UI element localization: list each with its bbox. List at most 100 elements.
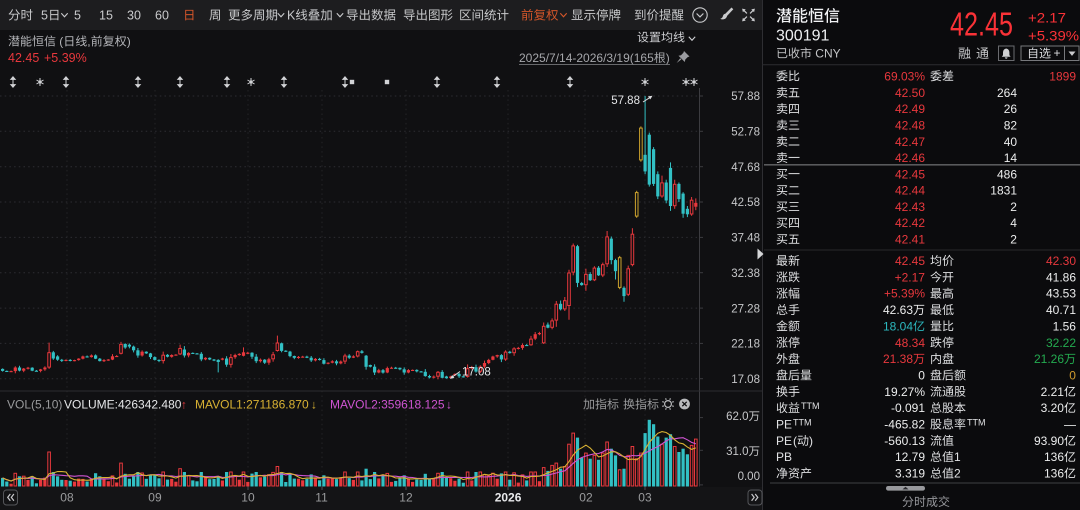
svg-text:42.46: 42.46 [895, 151, 925, 165]
svg-text:42.30: 42.30 [1046, 254, 1076, 268]
svg-text:42.63: 42.63 [883, 303, 913, 317]
svg-text:TTM: TTM [793, 418, 812, 428]
svg-text:+: + [1054, 46, 1061, 60]
svg-text:2026: 2026 [495, 491, 522, 505]
svg-text:↓: ↓ [311, 398, 317, 412]
svg-text:37.48: 37.48 [731, 233, 760, 245]
svg-text:42.44: 42.44 [895, 184, 925, 198]
svg-text:0.00: 0.00 [738, 471, 760, 483]
svg-text:MAVOL1:271186.870: MAVOL1:271186.870 [195, 398, 309, 412]
svg-text:5: 5 [41, 9, 48, 23]
svg-text:TTM: TTM [801, 401, 820, 411]
svg-text:K: K [287, 9, 296, 23]
svg-text:82: 82 [1004, 119, 1018, 133]
svg-text:22.18: 22.18 [731, 339, 760, 351]
svg-text:14: 14 [1004, 151, 1018, 165]
svg-text:VOL(5,10): VOL(5,10) [7, 398, 62, 412]
svg-text:57.88: 57.88 [731, 91, 760, 103]
svg-text:42.47: 42.47 [895, 135, 925, 149]
svg-text:1899: 1899 [1049, 69, 1076, 83]
svg-text:42.42: 42.42 [895, 216, 925, 230]
svg-text:+5.39%: +5.39% [884, 287, 925, 301]
svg-text:2: 2 [1010, 200, 1017, 214]
svg-text:21.26: 21.26 [1034, 352, 1064, 366]
svg-text:11: 11 [315, 491, 328, 505]
svg-text:136: 136 [1044, 467, 1064, 481]
svg-text:15: 15 [99, 9, 113, 23]
svg-text:42.45: 42.45 [895, 254, 925, 268]
svg-text:17.08: 17.08 [462, 367, 491, 379]
svg-text:21.38: 21.38 [883, 352, 913, 366]
svg-text:42.49: 42.49 [895, 102, 925, 116]
svg-text:5: 5 [74, 9, 81, 23]
svg-text:41.86: 41.86 [1046, 270, 1076, 284]
svg-text:-560.13: -560.13 [884, 434, 925, 448]
svg-text:32.22: 32.22 [1046, 336, 1076, 350]
svg-text:+2.17: +2.17 [1028, 10, 1066, 26]
svg-text:17.08: 17.08 [731, 374, 760, 386]
svg-text:42.58: 42.58 [731, 197, 760, 209]
svg-text:40: 40 [1004, 135, 1018, 149]
svg-text:42.48: 42.48 [895, 119, 925, 133]
svg-text:02: 02 [579, 491, 593, 505]
svg-text:10: 10 [241, 491, 255, 505]
svg-text:): ) [127, 35, 131, 49]
svg-text:300191: 300191 [776, 28, 829, 45]
svg-text:1831: 1831 [990, 184, 1017, 198]
svg-text:48.34: 48.34 [895, 336, 925, 350]
svg-text:+5.39%: +5.39% [1028, 28, 1079, 44]
svg-text:PE: PE [776, 434, 792, 448]
svg-text:42.50: 42.50 [895, 86, 925, 100]
svg-text:3.319: 3.319 [895, 467, 925, 481]
svg-text:MAVOL2:359618.125: MAVOL2:359618.125 [330, 398, 445, 412]
svg-text:+2.17: +2.17 [895, 270, 926, 284]
svg-text:42.41: 42.41 [895, 233, 925, 247]
svg-text:93.90: 93.90 [1034, 434, 1064, 448]
svg-text:-465.82: -465.82 [884, 418, 925, 432]
svg-text:2.21: 2.21 [1041, 385, 1065, 399]
svg-text:69.03%: 69.03% [884, 69, 925, 83]
svg-text:(: ( [59, 35, 63, 49]
svg-text:—: — [1064, 418, 1076, 432]
svg-text:60: 60 [155, 9, 169, 23]
svg-text:43.53: 43.53 [1046, 287, 1076, 301]
svg-text:42.45: 42.45 [950, 6, 1013, 43]
svg-text:09: 09 [148, 491, 162, 505]
svg-text:PE: PE [776, 418, 792, 432]
svg-text:1: 1 [954, 450, 961, 464]
svg-text:42.45: 42.45 [895, 167, 925, 181]
svg-text:+5.39%: +5.39% [44, 51, 87, 65]
svg-text:26: 26 [1004, 102, 1018, 116]
svg-text:↑: ↑ [181, 398, 187, 412]
svg-text:40.71: 40.71 [1046, 303, 1076, 317]
svg-text:VOLUME:426342.480: VOLUME:426342.480 [64, 398, 182, 412]
svg-text:264: 264 [997, 86, 1017, 100]
svg-text:42.45: 42.45 [8, 51, 39, 65]
svg-text:0: 0 [918, 369, 925, 383]
svg-text:18.04: 18.04 [883, 319, 913, 333]
svg-text:19.27%: 19.27% [884, 385, 925, 399]
svg-text:32.38: 32.38 [731, 268, 760, 280]
svg-text:47.68: 47.68 [731, 162, 760, 174]
svg-text:2: 2 [954, 467, 961, 481]
svg-text:,: , [87, 35, 90, 49]
svg-text:31.0: 31.0 [726, 446, 748, 458]
svg-text:27.28: 27.28 [731, 303, 760, 315]
svg-text:12: 12 [399, 491, 413, 505]
svg-text:30: 30 [127, 9, 141, 23]
svg-text:-0.091: -0.091 [891, 401, 925, 415]
svg-text:12.79: 12.79 [895, 450, 925, 464]
svg-text:PB: PB [776, 450, 792, 464]
svg-text:4: 4 [1010, 216, 1017, 230]
svg-text:57.88: 57.88 [611, 95, 640, 107]
svg-text:TTM: TTM [967, 418, 986, 428]
svg-text:0: 0 [1069, 369, 1076, 383]
svg-text:↓: ↓ [446, 398, 452, 412]
svg-text:08: 08 [60, 491, 74, 505]
svg-text:1.56: 1.56 [1053, 319, 1077, 333]
svg-text:CNY: CNY [815, 47, 840, 61]
svg-text:2025/7/14-2026/3/19(165: 2025/7/14-2026/3/19(165 [519, 51, 654, 65]
svg-text:(: ( [793, 434, 797, 448]
svg-text:486: 486 [997, 167, 1017, 181]
svg-text:03: 03 [638, 491, 652, 505]
